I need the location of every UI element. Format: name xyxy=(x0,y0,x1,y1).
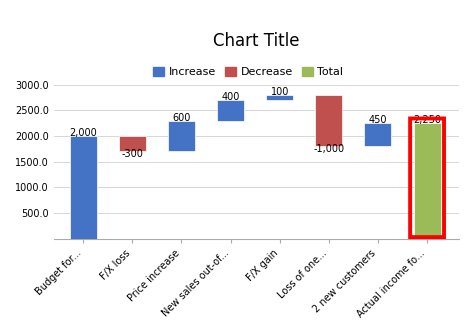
Title: Chart Title: Chart Title xyxy=(213,32,300,50)
Bar xyxy=(365,123,392,146)
Bar xyxy=(217,100,244,121)
Text: 600: 600 xyxy=(172,113,191,123)
Bar xyxy=(315,95,342,146)
Bar xyxy=(119,136,146,151)
Text: 450: 450 xyxy=(369,115,387,125)
Text: 100: 100 xyxy=(271,87,289,97)
Bar xyxy=(413,123,440,238)
Text: -1,000: -1,000 xyxy=(313,144,345,154)
Text: 2,000: 2,000 xyxy=(69,128,97,138)
Legend: Increase, Decrease, Total: Increase, Decrease, Total xyxy=(149,62,348,82)
Text: 400: 400 xyxy=(221,92,240,102)
Text: -300: -300 xyxy=(121,149,143,159)
Text: 2,250: 2,250 xyxy=(413,115,441,125)
Bar xyxy=(266,95,293,100)
Bar xyxy=(70,136,97,238)
Bar xyxy=(168,121,195,151)
